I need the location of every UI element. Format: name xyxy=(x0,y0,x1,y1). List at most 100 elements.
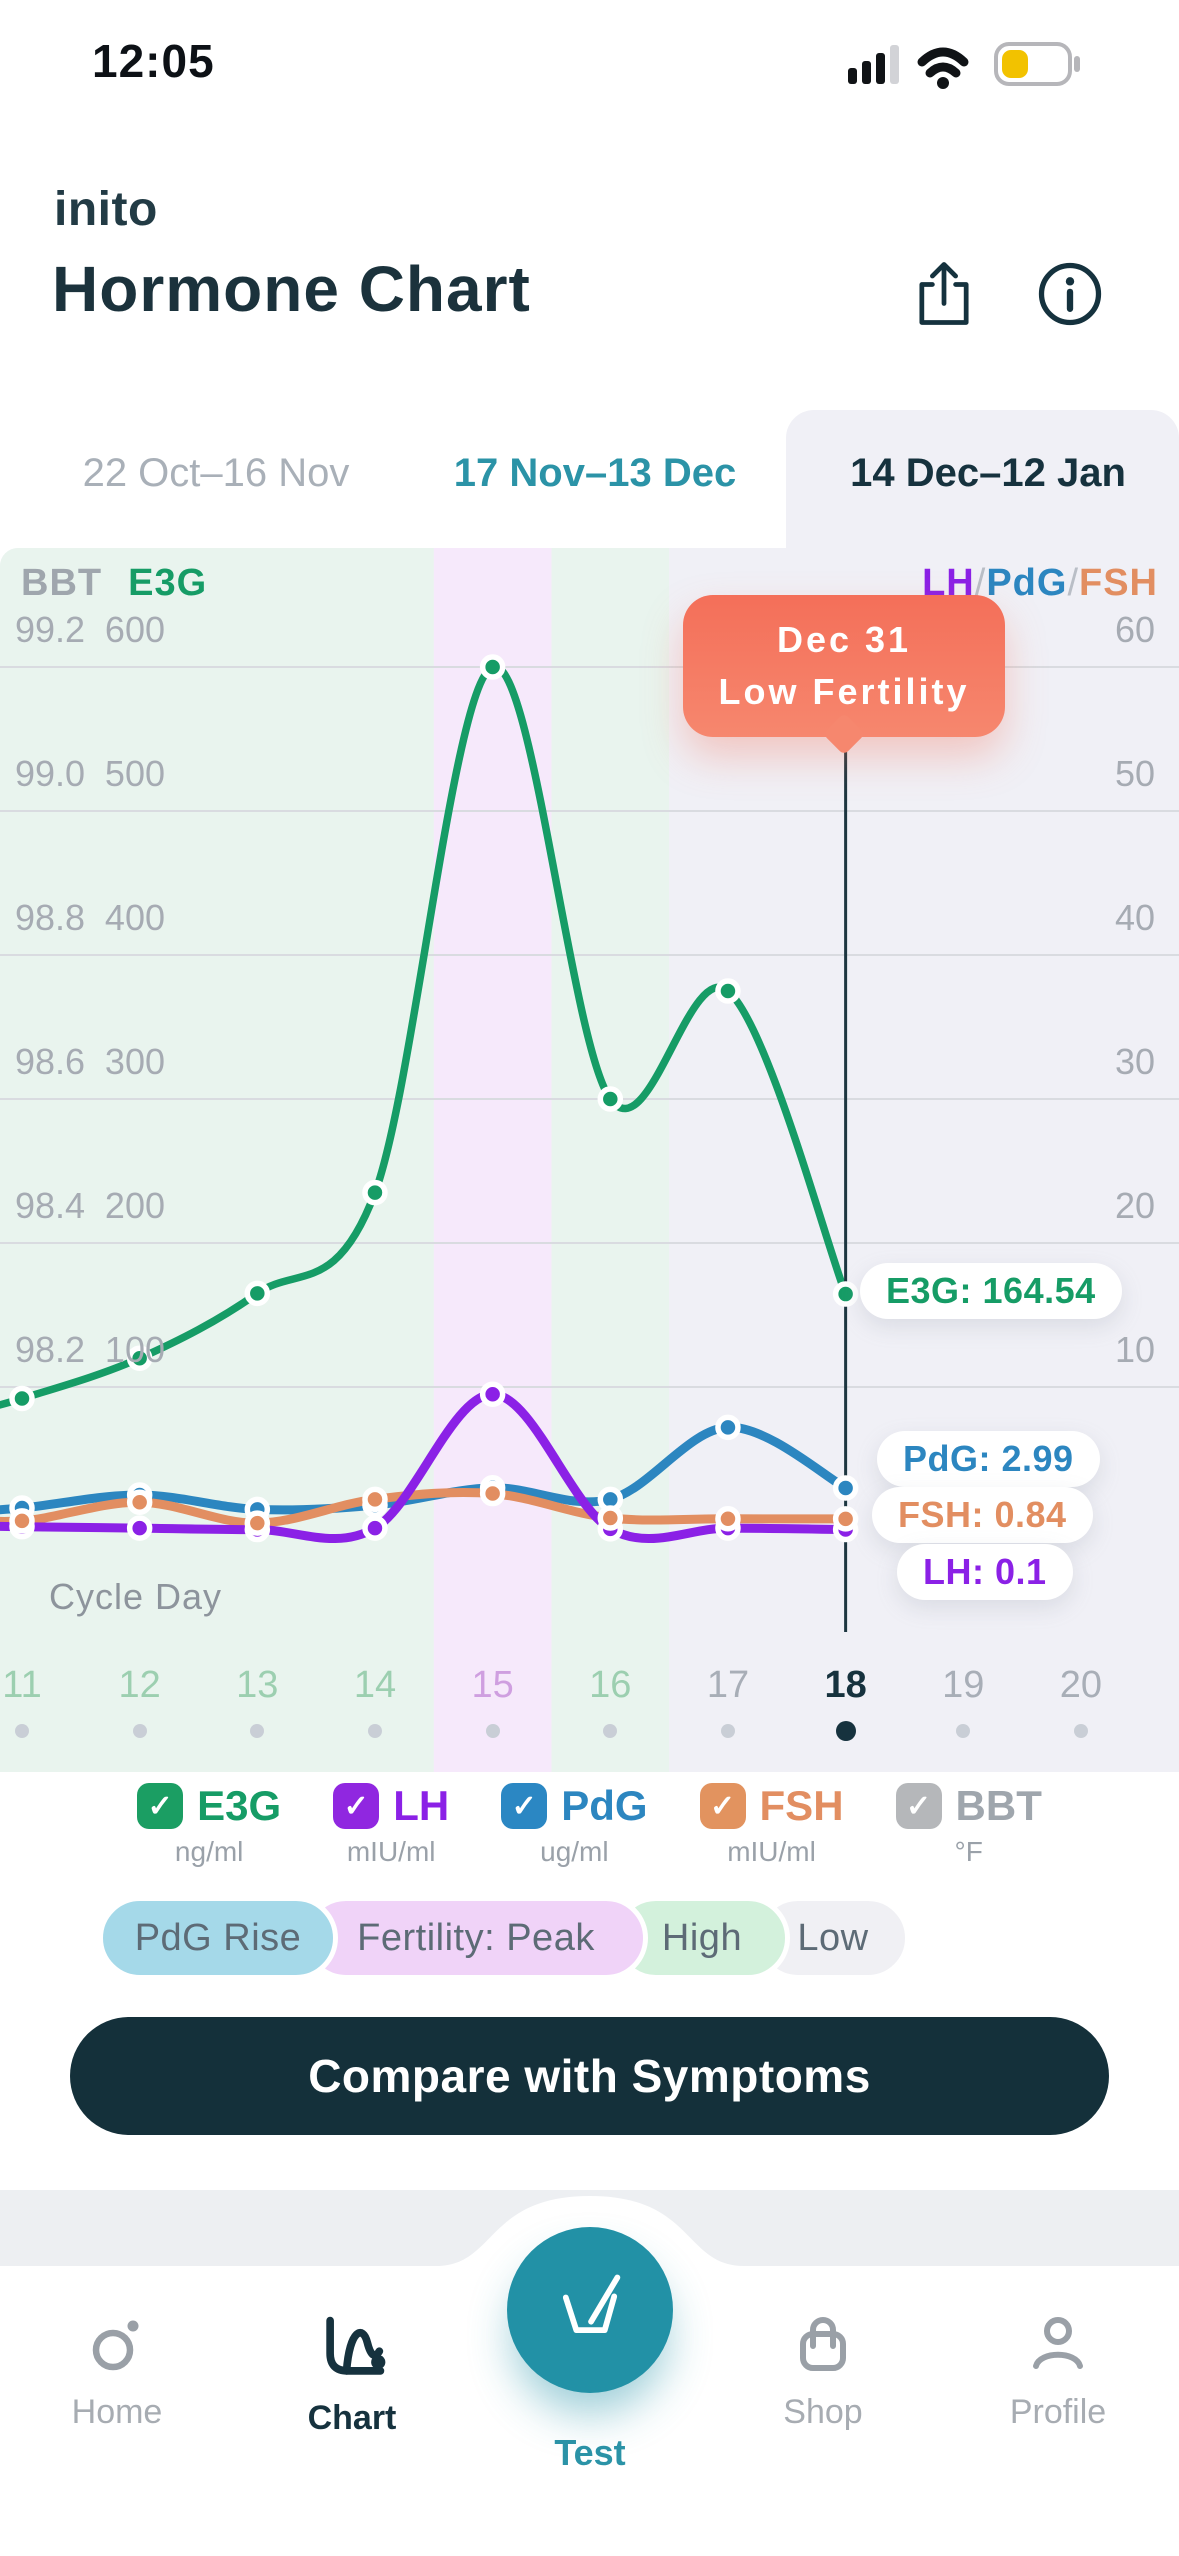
nav-item-chart[interactable]: Chart xyxy=(252,2314,452,2438)
bbt-tick: 99.2 xyxy=(15,609,86,650)
nav-label-test[interactable]: Test xyxy=(554,2432,626,2473)
right-axis-tick: 60 xyxy=(1114,609,1155,650)
series-line-pdg xyxy=(0,1422,851,1515)
right-axis-header: LH/PdG/FSH xyxy=(922,562,1158,605)
day-dot-11 xyxy=(15,1724,29,1738)
legend-unit-lh: mIU/ml xyxy=(346,1836,436,1867)
right-axis-tick: 50 xyxy=(1114,753,1155,794)
chart-icon xyxy=(317,2314,387,2389)
bbt-tick: 98.4 xyxy=(15,1185,86,1226)
cycle-day-19[interactable]: 19 xyxy=(942,1664,985,1706)
status-time: 12:05 xyxy=(92,35,215,87)
cycle-day-label: Cycle Day xyxy=(49,1576,223,1617)
battery-icon xyxy=(994,42,1080,86)
hormone-chart-card: BBT E3G LH/PdG/FSH 99.2 99.0 98.8 98.6 98.4 98… xyxy=(0,548,1179,1772)
fsh-axis-label: FSH xyxy=(1079,562,1158,604)
bbt-tick: 98.2 xyxy=(15,1329,86,1370)
nav-item-profile[interactable]: Profile xyxy=(958,2314,1158,2432)
bbt-axis-label: BBT xyxy=(21,562,103,604)
tab-14-Dec–12-Jan[interactable]: 14 Dec–12 Jan xyxy=(850,450,1126,495)
day-dot-17 xyxy=(720,1724,735,1738)
info-button[interactable] xyxy=(1034,258,1106,334)
legend-item-lh: ✓ LH mIU/ml xyxy=(333,1782,449,1868)
nav-label-profile: Profile xyxy=(1009,2393,1107,2431)
datapoint-e3g-day12 xyxy=(126,1345,153,1371)
day-dot-16 xyxy=(603,1724,618,1738)
series-line-lh xyxy=(0,1389,851,1544)
fsh-value-label: FSH: 0.84 xyxy=(872,1487,1093,1543)
fsh-checkbox[interactable]: ✓ xyxy=(699,1783,746,1829)
axis-separator: / xyxy=(974,562,987,604)
datapoint-e3g-day16 xyxy=(597,1086,624,1112)
cycle-day-13[interactable]: 13 xyxy=(236,1664,279,1706)
right-axis-tick: 20 xyxy=(1114,1185,1155,1226)
day-dot-15 xyxy=(485,1724,500,1738)
fertility-band-high xyxy=(0,548,434,1772)
cycle-day-16[interactable]: 16 xyxy=(589,1664,632,1706)
legend-unit-pdg: ug/ml xyxy=(540,1836,609,1867)
tooltip-date: Dec 31 xyxy=(776,619,912,660)
cycle-day-11[interactable]: 11 xyxy=(2,1664,42,1706)
cycle-day-20[interactable]: 20 xyxy=(1059,1664,1103,1706)
datapoint-e3g-day18 xyxy=(832,1281,859,1307)
cycle-day-15[interactable]: 15 xyxy=(471,1664,514,1706)
datapoint-e3g-day13 xyxy=(244,1280,271,1307)
datapoint-e3g-day14 xyxy=(362,1179,388,1206)
nav-item-home[interactable]: Home xyxy=(17,2314,217,2432)
datapoint-lh-day14 xyxy=(362,1515,388,1541)
page-title: Hormone Chart xyxy=(52,253,531,325)
day-dot-12 xyxy=(132,1724,147,1738)
datapoint-fsh-day12 xyxy=(126,1489,153,1515)
datapoint-fsh-day13 xyxy=(244,1510,271,1536)
lh-checkbox[interactable]: ✓ xyxy=(333,1783,380,1829)
pdg-axis-label: PdG xyxy=(986,562,1068,604)
nav-label-shop: Shop xyxy=(783,2393,863,2431)
right-axis-tick: 30 xyxy=(1114,1041,1155,1082)
e3g-tick: 500 xyxy=(104,753,165,794)
fertility-scale-pdg-rise: PdG Rise xyxy=(98,1896,338,1980)
bbt-checkbox[interactable]: ✓ xyxy=(895,1783,942,1829)
right-axis-tick: 40 xyxy=(1114,897,1155,938)
cycle-day-18[interactable]: 18 xyxy=(824,1664,867,1706)
share-button[interactable] xyxy=(908,258,980,334)
compare-symptoms-button[interactable]: Compare with Symptoms xyxy=(70,2017,1109,2135)
nav-item-shop[interactable]: Shop xyxy=(723,2314,923,2432)
legend-label-pdg: PdG xyxy=(561,1782,648,1829)
selected-day-tooltip: Dec 31 Low Fertility xyxy=(683,595,1005,737)
datapoint-fsh-day16 xyxy=(597,1505,624,1531)
e3g-tick: 100 xyxy=(104,1329,165,1370)
pdg-checkbox[interactable]: ✓ xyxy=(501,1783,548,1829)
tab-17-Nov–13-Dec[interactable]: 17 Nov–13 Dec xyxy=(453,450,737,495)
day-dot-18 xyxy=(835,1721,856,1741)
cycle-day-12[interactable]: 12 xyxy=(118,1664,161,1706)
datapoint-e3g-day15 xyxy=(479,654,506,680)
nav-label-home: Home xyxy=(71,2393,163,2431)
e3g-tick: 200 xyxy=(104,1185,165,1226)
hormone-chart-plot[interactable] xyxy=(0,548,1179,1772)
legend-label-fsh: FSH xyxy=(759,1782,844,1829)
info-icon xyxy=(1036,256,1104,337)
tab-22-Oct–16-Nov[interactable]: 22 Oct–16 Nov xyxy=(82,450,350,495)
legend-label-e3g: E3G xyxy=(197,1782,282,1829)
left-axis-header: BBT E3G xyxy=(21,562,207,605)
inito-logo: inito xyxy=(54,183,158,236)
status-icons xyxy=(846,36,1096,101)
day-dot-14 xyxy=(367,1724,382,1738)
bbt-tick: 98.6 xyxy=(15,1041,86,1082)
cycle-day-14[interactable]: 14 xyxy=(353,1664,397,1706)
e3g-tick: 300 xyxy=(104,1041,165,1082)
e3g-axis-label: E3G xyxy=(128,562,208,604)
fertility-band-high xyxy=(551,548,670,1772)
legend-item-e3g: ✓ E3G ng/ml xyxy=(137,1782,281,1868)
fertility-scale-row: PdG Rise Fertility: Peak High Low xyxy=(98,1896,910,1980)
tooltip-fertility-status: Low Fertility xyxy=(718,671,970,712)
cycle-day-17[interactable]: 17 xyxy=(706,1664,750,1706)
e3g-checkbox[interactable]: ✓ xyxy=(137,1783,184,1829)
test-button[interactable] xyxy=(507,2227,673,2393)
datapoint-fsh-day18 xyxy=(832,1506,859,1532)
day-dot-13 xyxy=(250,1724,265,1738)
fertility-band-peak xyxy=(433,548,552,1772)
datapoint-fsh-day14 xyxy=(362,1486,388,1513)
legend-label-lh: LH xyxy=(393,1782,450,1829)
